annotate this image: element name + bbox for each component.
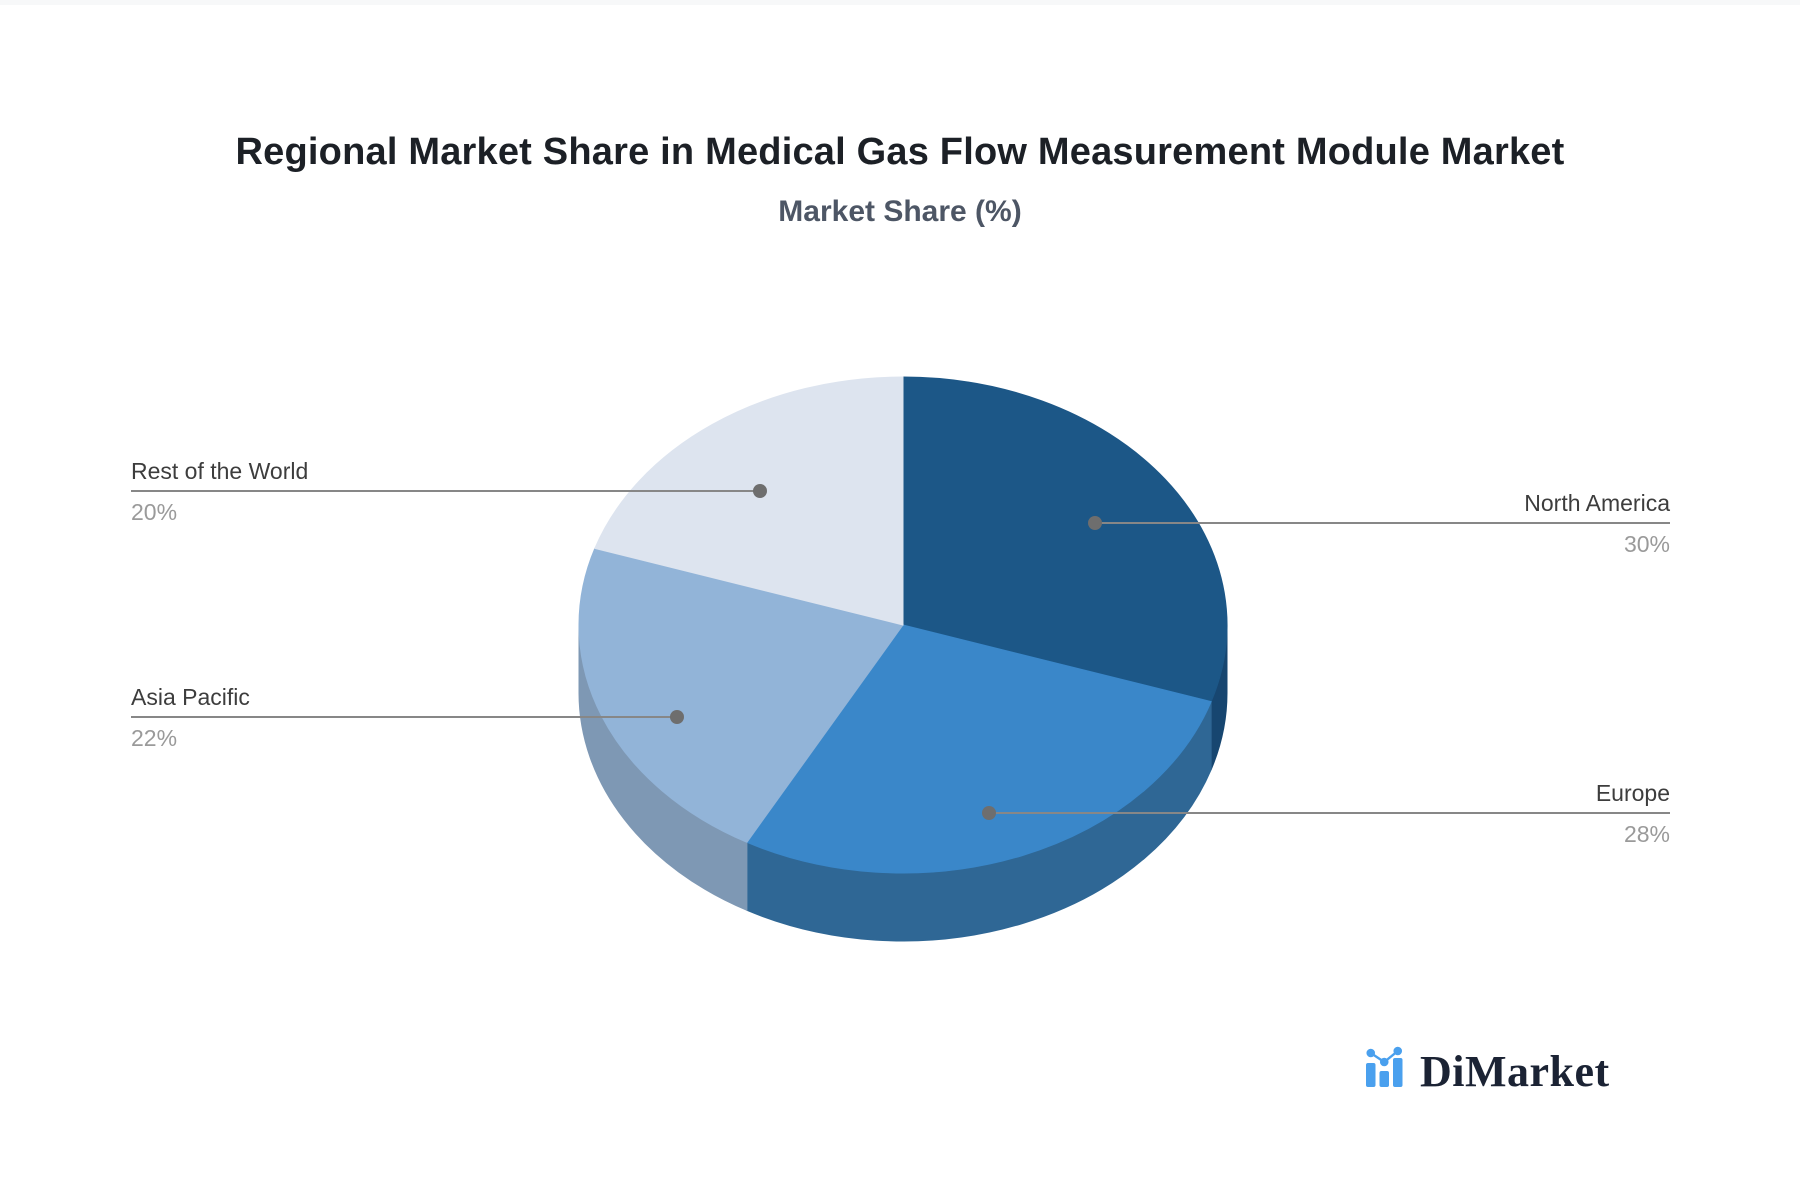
leader-dot-europe [982, 806, 996, 820]
slice-label-asia-pacific: Asia Pacific [131, 684, 250, 710]
chart-title: Regional Market Share in Medical Gas Flo… [235, 131, 1565, 173]
logo-bar-2 [1379, 1071, 1389, 1087]
leader-dot-north-america [1088, 516, 1102, 530]
logo-bar-1 [1366, 1063, 1376, 1087]
slice-value-north-america: 30% [1623, 531, 1670, 557]
logo-dot-2 [1379, 1057, 1389, 1067]
pie-slice-north-america[interactable] [902, 376, 1228, 703]
logo-bar-3 [1393, 1058, 1403, 1087]
slice-value-rest-of-the-world: 20% [131, 499, 178, 525]
leader-dot-asia-pacific [670, 710, 684, 724]
bar-line-chart-icon [1366, 1046, 1403, 1087]
logo-dot-1 [1366, 1048, 1376, 1058]
top-strip [0, 0, 1800, 5]
slice-value-europe: 28% [1623, 821, 1670, 847]
logo-dot-3 [1393, 1046, 1403, 1056]
slice-value-asia-pacific: 22% [131, 725, 178, 751]
leader-dot-rest-of-the-world [753, 484, 767, 498]
brand-logo-text: DiMarket [1420, 1047, 1610, 1096]
slice-label-north-america: North America [1524, 490, 1670, 516]
chart-subtitle: Market Share (%) [778, 195, 1022, 228]
slice-label-europe: Europe [1595, 780, 1670, 806]
pie-slice-europe[interactable] [746, 624, 1212, 874]
slice-label-rest-of-the-world: Rest of the World [131, 458, 309, 484]
pie-slice-rest-of-the-world[interactable] [594, 376, 904, 626]
brand-logo: DiMarket [1366, 1039, 1610, 1094]
